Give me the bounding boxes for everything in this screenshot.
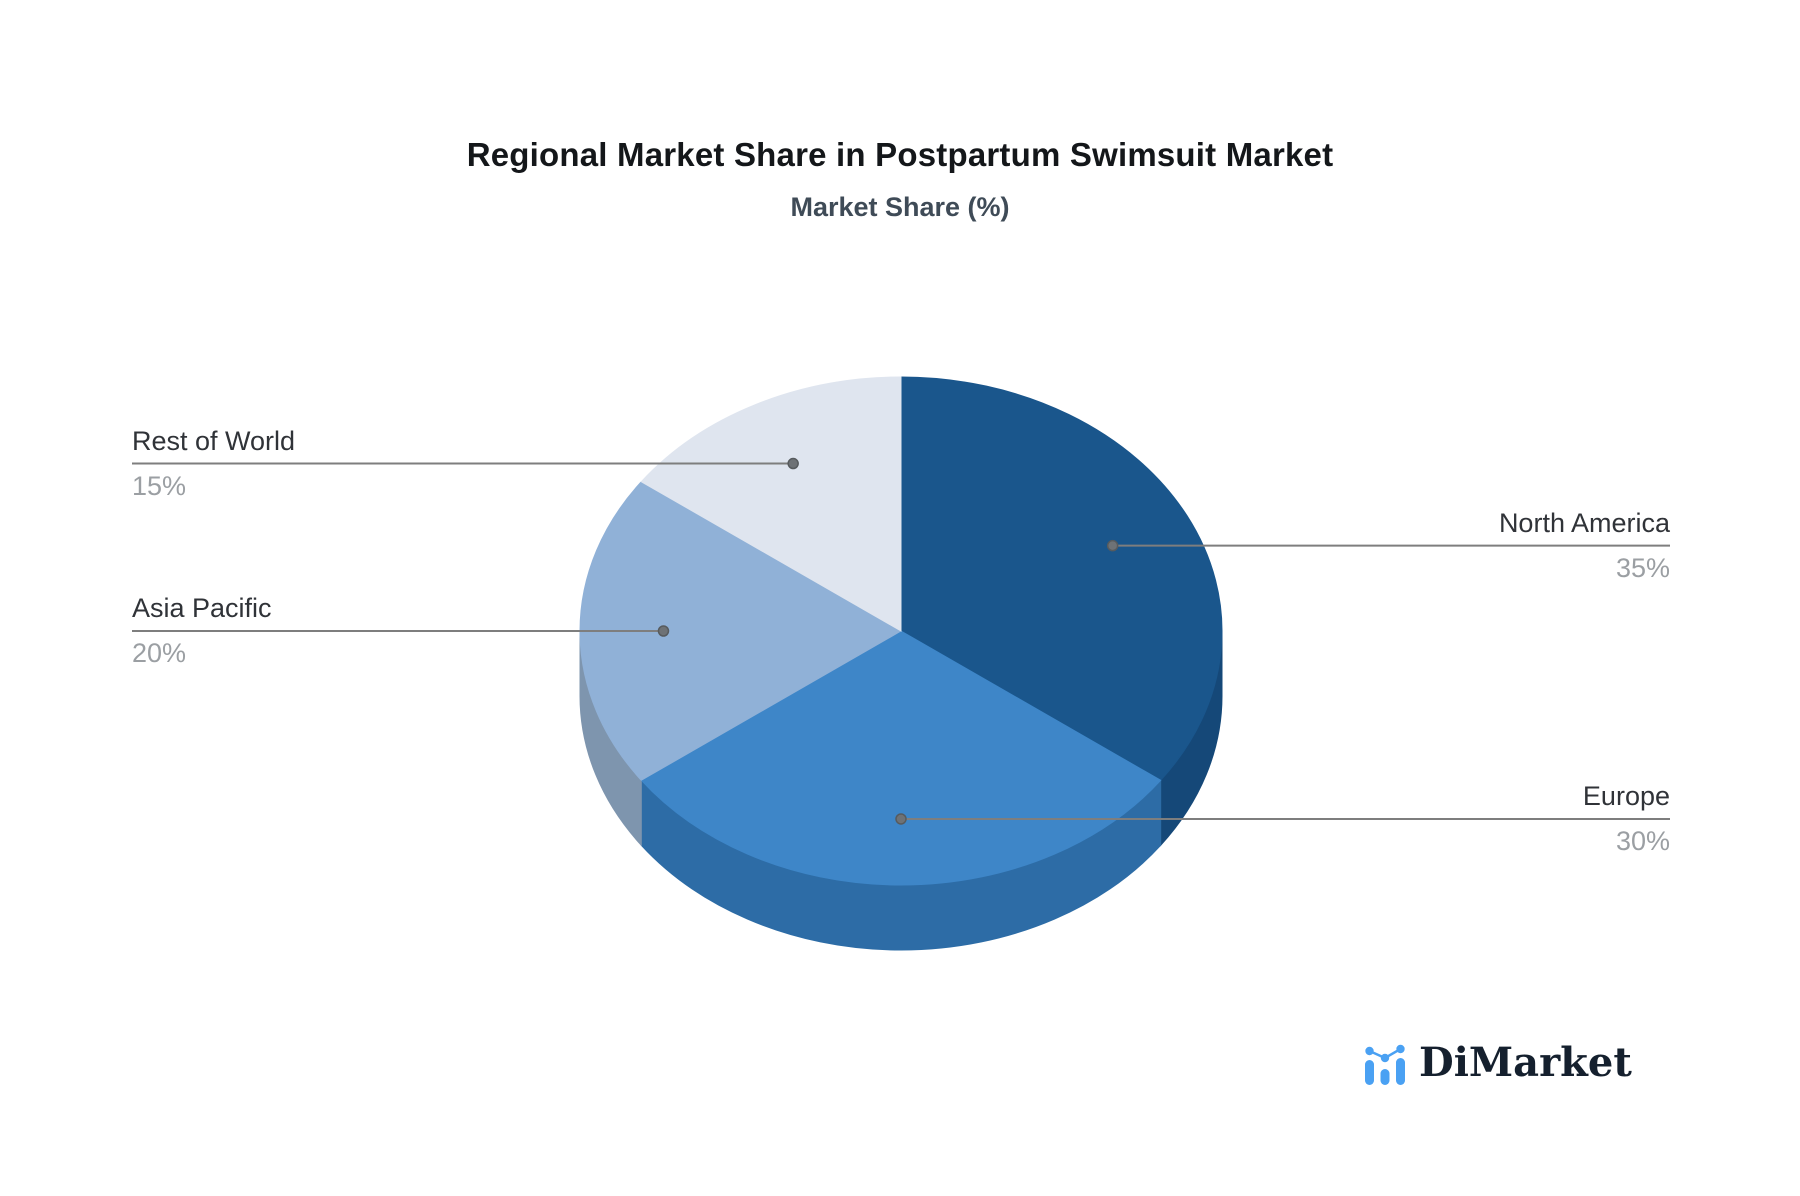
leader-dot [787,457,799,470]
chart-title: Regional Market Share in Postpartum Swim… [466,136,1334,173]
pie-slice-europe [640,630,1162,886]
value-asia-pacific: 20% [132,638,187,668]
value-europe: 30% [1615,825,1670,856]
brand-name: DiMarket [1419,1039,1632,1086]
value-north-america: 35% [1615,552,1670,583]
leader-dot [1106,539,1119,552]
pie-slice-north-america [900,376,1223,781]
chart-subtitle: Market Share (%) [790,192,1010,222]
brand-logo: DiMarket [1362,1038,1632,1086]
label-asia-pacific: Asia Pacific [132,593,272,623]
leader-dot [657,625,670,637]
label-north-america: North America [1498,507,1670,538]
value-rest-of-world: 15% [132,470,187,501]
label-europe: Europe [1582,780,1670,811]
leader-dot [895,813,907,825]
label-rest-of-world: Rest of World [132,425,296,456]
bar-chart-icon [1365,1044,1405,1085]
pie-slice-rest-of-world [640,376,902,632]
